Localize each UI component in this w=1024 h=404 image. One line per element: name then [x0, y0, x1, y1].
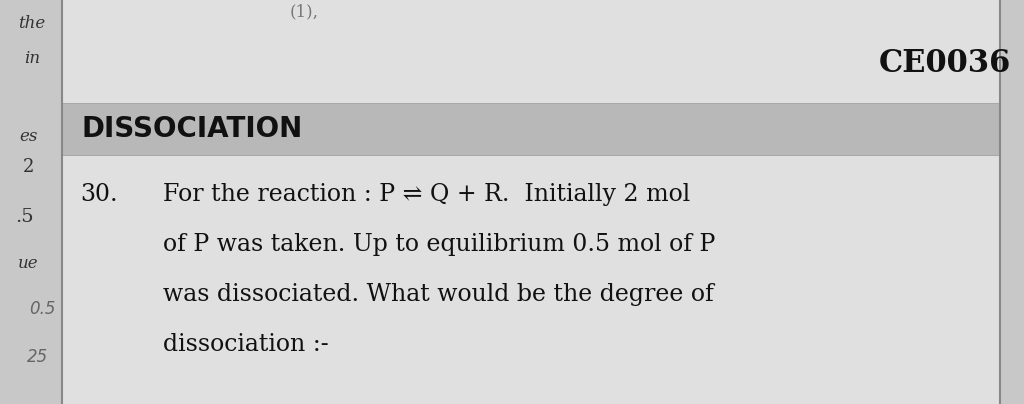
Text: DISSOCIATION: DISSOCIATION — [82, 115, 303, 143]
Text: es: es — [18, 128, 37, 145]
Bar — [1000, 0, 1024, 404]
Text: For the reaction : P ⇌ Q + R.  Initially 2 mol: For the reaction : P ⇌ Q + R. Initially … — [163, 183, 690, 206]
Bar — [62, 103, 1000, 155]
Text: 30.: 30. — [80, 183, 118, 206]
Text: the: the — [18, 15, 46, 32]
Text: of P was taken. Up to equilibrium 0.5 mol of P: of P was taken. Up to equilibrium 0.5 mo… — [163, 233, 716, 256]
Text: ue: ue — [17, 255, 38, 272]
Text: 25: 25 — [28, 348, 48, 366]
Text: 2: 2 — [23, 158, 34, 176]
Text: (1),: (1), — [290, 3, 319, 20]
Text: in: in — [24, 50, 40, 67]
Text: was dissociated. What would be the degree of: was dissociated. What would be the degre… — [163, 283, 714, 306]
Text: .5: .5 — [14, 208, 34, 226]
Text: dissociation :-: dissociation :- — [163, 333, 329, 356]
Text: 0.5: 0.5 — [29, 300, 55, 318]
Bar — [0, 0, 62, 404]
Text: CE0036: CE0036 — [879, 48, 1011, 79]
